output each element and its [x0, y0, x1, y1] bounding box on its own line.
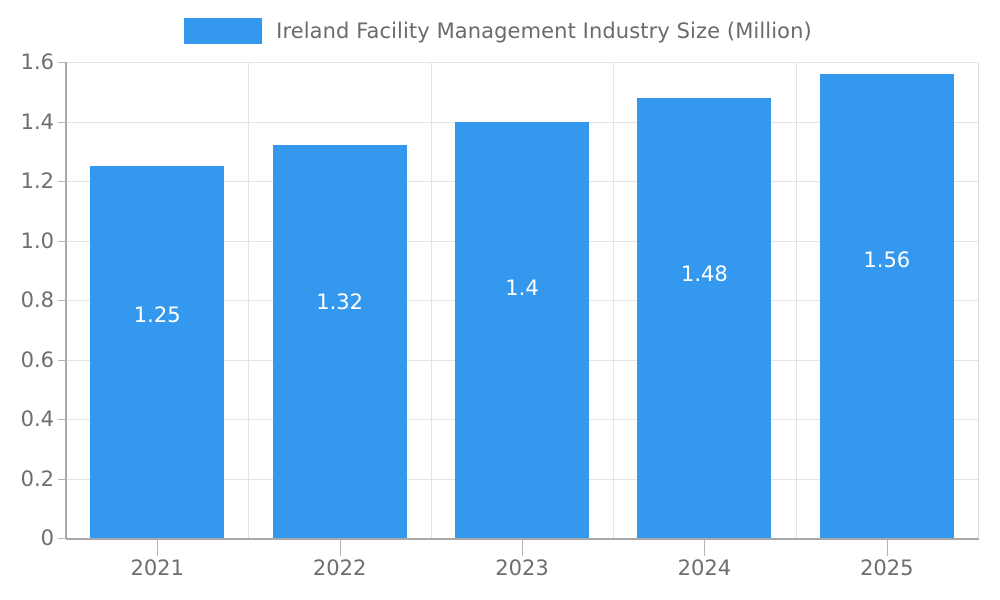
x-axis-tick-label: 2025 [860, 556, 914, 580]
gridline-vertical [248, 62, 249, 538]
gridline-vertical [431, 62, 432, 538]
gridline-vertical [978, 62, 979, 538]
x-axis-tick-label: 2024 [677, 556, 732, 580]
plot-area: 1.25 1.32 1.4 1.48 1.56 [66, 62, 979, 539]
bar-value-label: 1.25 [133, 302, 181, 327]
bar-value-label: 1.48 [681, 261, 728, 286]
y-axis-tick-label: 0.8 [20, 288, 54, 312]
y-axis-labels: 0 0.2 0.4 0.6 0.8 1.0 1.2 1.4 1.6 [0, 0, 54, 600]
y-axis-line [65, 62, 67, 539]
gridline-vertical [613, 62, 614, 538]
gridline-horizontal [66, 62, 978, 63]
bar-value-label: 1.32 [316, 290, 363, 315]
y-axis-tick-mark [58, 240, 66, 242]
x-axis-tick-mark [522, 540, 523, 556]
bar[interactable]: 1.56 [819, 73, 954, 538]
x-axis-tick-mark [704, 540, 705, 556]
x-axis-tick-mark [887, 540, 888, 556]
bar-value-label: 1.4 [505, 276, 539, 301]
x-axis-tick-mark [340, 540, 341, 556]
y-axis-tick-mark [58, 300, 66, 301]
bar[interactable]: 1.32 [272, 145, 407, 538]
y-axis-tick-mark [58, 62, 66, 63]
bar[interactable]: 1.4 [455, 121, 589, 538]
gridline-vertical [796, 62, 797, 538]
legend-color-swatch-icon [184, 18, 263, 44]
y-axis-tick-label: 0.6 [20, 347, 54, 372]
bar[interactable]: 1.48 [637, 97, 772, 538]
x-axis-tick-label: 2021 [130, 556, 184, 580]
y-axis-tick-label: 1.4 [20, 109, 54, 134]
y-axis-tick-mark [58, 419, 66, 420]
bar-value-label: 1.56 [863, 247, 911, 272]
y-axis-tick-mark [58, 181, 66, 182]
y-axis-tick-label: 0.2 [20, 466, 54, 491]
y-axis-tick-mark [58, 478, 66, 480]
bar[interactable]: 1.25 [90, 166, 225, 538]
y-axis-tick-mark [58, 538, 66, 539]
y-axis-tick-label: 1.2 [20, 169, 54, 193]
y-axis-tick-mark [58, 359, 66, 361]
chart-legend: Ireland Facility Management Industry Siz… [0, 0, 1000, 62]
y-axis-tick-mark [58, 121, 66, 123]
y-axis-tick-label: 0 [40, 526, 54, 550]
y-axis-tick-label: 1.6 [20, 50, 54, 74]
legend-label: Ireland Facility Management Industry Siz… [276, 19, 812, 43]
x-axis-line [66, 538, 979, 540]
y-axis-tick-label: 1.0 [20, 228, 54, 253]
legend-item[interactable]: Ireland Facility Management Industry Siz… [184, 18, 812, 44]
x-axis-tick-mark [157, 540, 158, 556]
x-axis-tick-label: 2022 [312, 556, 367, 580]
y-axis-tick-label: 0.4 [20, 407, 54, 431]
x-axis-tick-label: 2023 [495, 556, 549, 580]
